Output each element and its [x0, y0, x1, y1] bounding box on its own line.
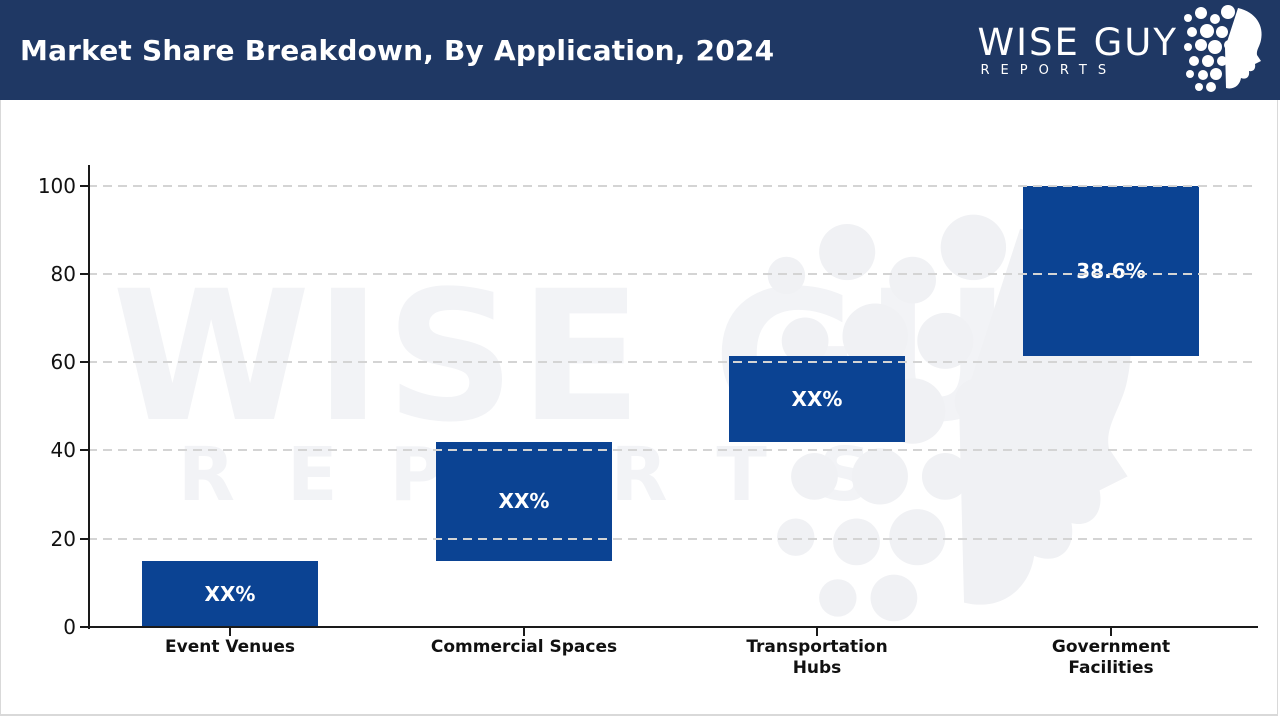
y-tick-label: 100	[37, 173, 76, 198]
x-category-label: Commercial Spaces	[430, 637, 618, 657]
frame-left	[0, 100, 1, 716]
y-tick-label: 20	[50, 526, 76, 551]
frame-bottom	[0, 714, 1278, 716]
y-tick-label: 40	[50, 438, 76, 463]
x-category-label: Transportation Hubs	[746, 637, 888, 678]
x-tick-3	[1110, 628, 1112, 636]
frame-right	[1277, 100, 1278, 716]
bar-value-label: XX%	[204, 581, 256, 606]
x-tick-0	[229, 628, 231, 636]
y-axis-line	[88, 165, 90, 629]
bar-3: 38.6%	[1023, 185, 1199, 357]
bar-0: XX%	[142, 560, 318, 627]
gridline-y-40	[88, 449, 1258, 452]
gridline-y-60	[88, 361, 1258, 364]
y-tick-label: 80	[50, 261, 76, 286]
y-tick-60	[80, 361, 88, 364]
bar-value-label: XX%	[791, 386, 843, 411]
y-tick-40	[80, 449, 88, 452]
gridline-y-80	[88, 272, 1258, 275]
y-tick-20	[80, 537, 88, 540]
bar-2: XX%	[729, 356, 905, 442]
x-axis-line	[88, 626, 1258, 628]
x-category-label: Government Facilities	[1051, 637, 1171, 678]
bar-value-label: 38.6%	[1076, 258, 1146, 283]
x-category-label: Event Venues	[165, 637, 295, 657]
bar-value-label: XX%	[498, 489, 550, 514]
y-tick-label: 0	[63, 615, 76, 639]
bar-chart: WISE GUY REPORTS 020406080100XX%XX%XX%38…	[0, 100, 1280, 720]
y-tick-0	[80, 626, 88, 628]
header-bar: Market Share Breakdown, By Application, …	[0, 0, 1280, 100]
logo-face-icon	[1184, 5, 1262, 92]
x-tick-2	[816, 628, 818, 636]
gridline-y-100	[88, 184, 1258, 187]
logo-wordmark: WISE GUY	[977, 20, 1178, 64]
y-tick-100	[80, 184, 88, 187]
watermark-wordmark: WISE GUY	[112, 253, 1150, 462]
bar-1: XX%	[436, 441, 612, 561]
wise-guy-reports-logo: WISE GUY REPORTS	[978, 4, 1266, 96]
logo-subtitle: REPORTS	[980, 62, 1118, 78]
y-tick-label: 60	[50, 350, 76, 375]
x-tick-1	[523, 628, 525, 636]
chart-title: Market Share Breakdown, By Application, …	[20, 33, 775, 67]
logo-text: WISE GUY REPORTS	[978, 24, 1178, 77]
y-tick-80	[80, 272, 88, 275]
gridline-y-20	[88, 537, 1258, 540]
